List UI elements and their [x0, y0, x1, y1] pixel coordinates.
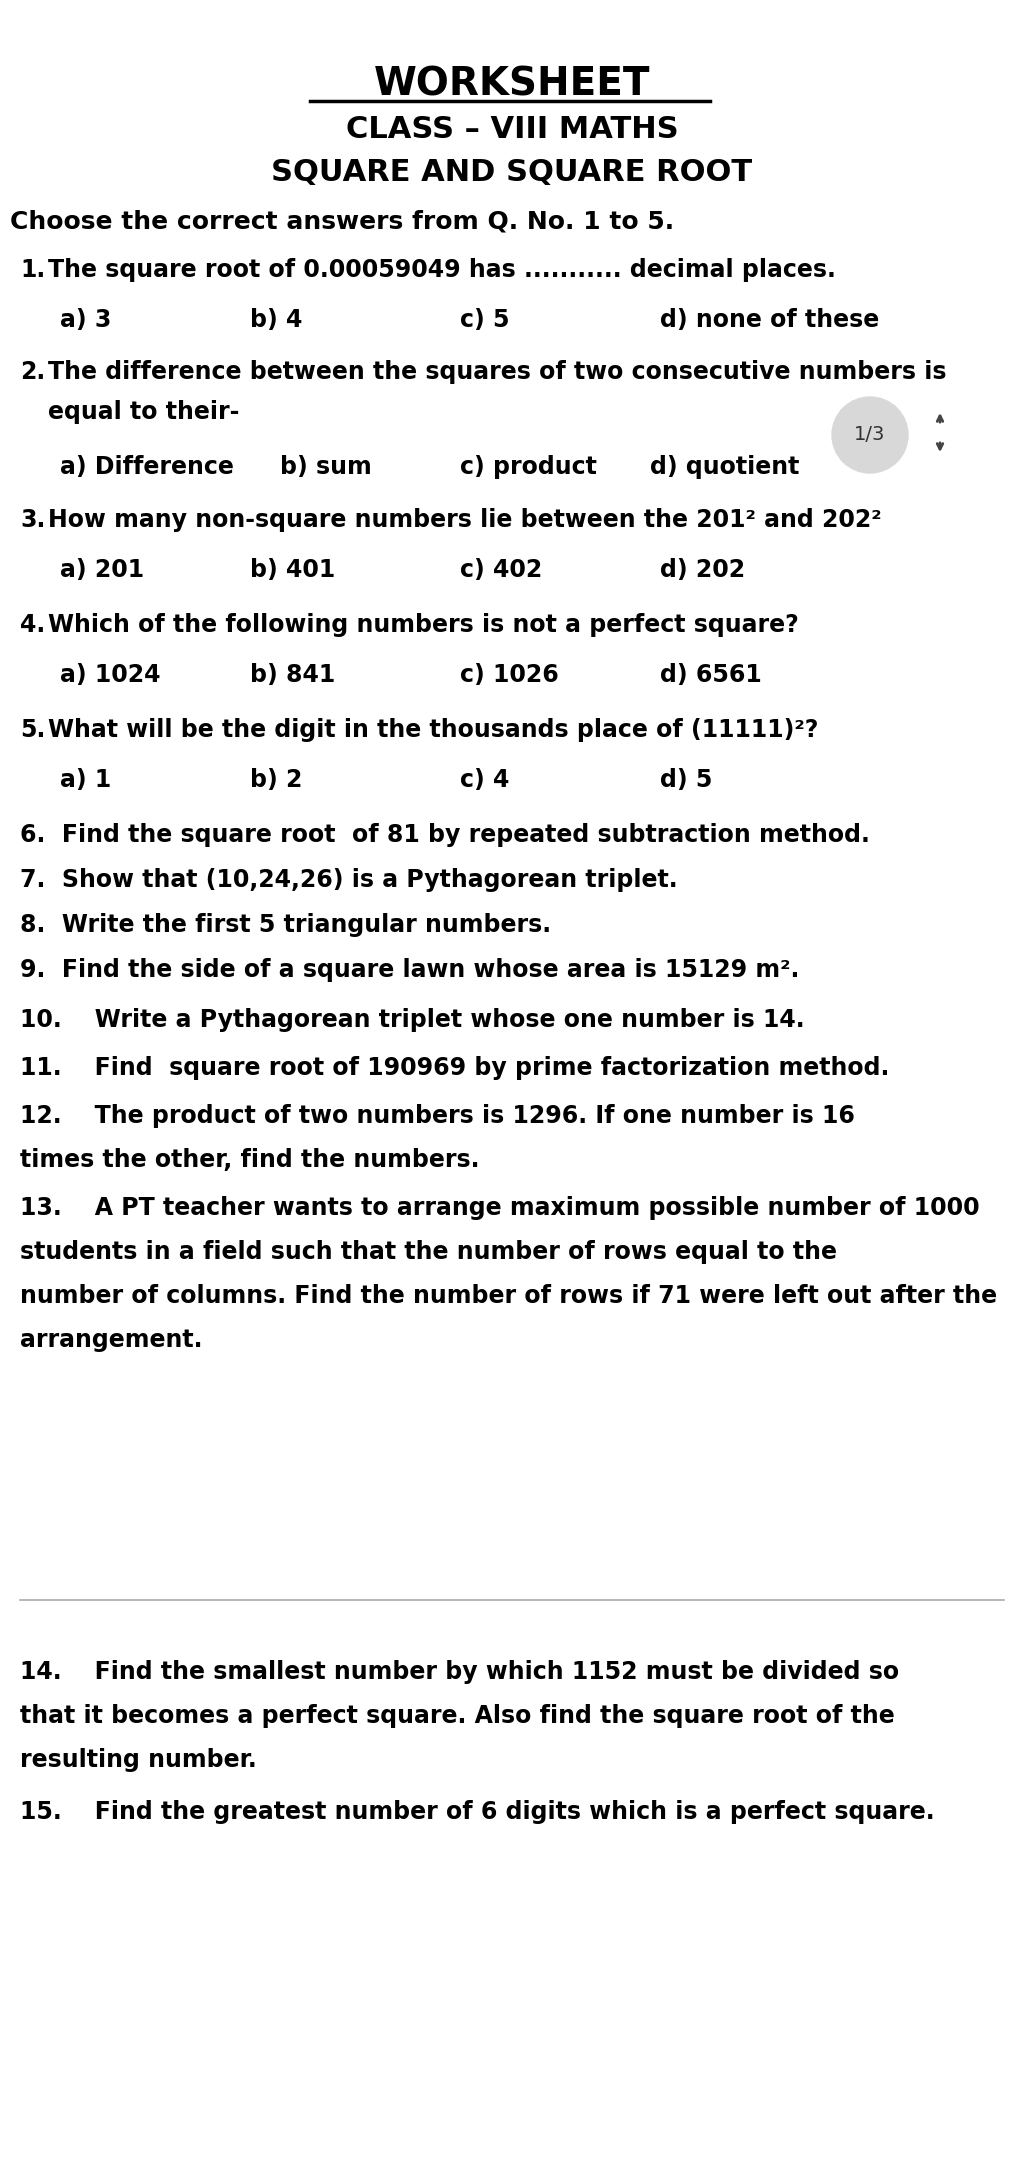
- Text: c) 5: c) 5: [460, 309, 510, 333]
- Text: b) sum: b) sum: [280, 456, 372, 480]
- Text: c) 402: c) 402: [460, 558, 543, 581]
- Text: The square root of 0.00059049 has ........... decimal places.: The square root of 0.00059049 has ......…: [48, 257, 836, 281]
- Text: d) none of these: d) none of these: [660, 309, 880, 333]
- Text: number of columns. Find the number of rows if 71 were left out after the: number of columns. Find the number of ro…: [20, 1284, 997, 1307]
- Text: d) quotient: d) quotient: [650, 456, 800, 480]
- Text: 10.    Write a Pythagorean triplet whose one number is 14.: 10. Write a Pythagorean triplet whose on…: [20, 1007, 805, 1033]
- Text: Choose the correct answers from Q. No. 1 to 5.: Choose the correct answers from Q. No. 1…: [10, 210, 674, 233]
- Text: equal to their-: equal to their-: [48, 400, 240, 424]
- Text: c) 4: c) 4: [460, 767, 509, 791]
- Text: 2.: 2.: [20, 361, 45, 385]
- Text: 12.    The product of two numbers is 1296. If one number is 16: 12. The product of two numbers is 1296. …: [20, 1104, 855, 1128]
- Text: resulting number.: resulting number.: [20, 1748, 257, 1772]
- Text: arrangement.: arrangement.: [20, 1329, 203, 1353]
- Text: 9.  Find the side of a square lawn whose area is 15129 m².: 9. Find the side of a square lawn whose …: [20, 957, 800, 981]
- Text: WORKSHEET: WORKSHEET: [374, 65, 650, 104]
- Text: b) 4: b) 4: [250, 309, 302, 333]
- Text: d) 6561: d) 6561: [660, 663, 762, 687]
- Text: a) 3: a) 3: [60, 309, 112, 333]
- Text: a) Difference: a) Difference: [60, 456, 233, 480]
- Text: c) product: c) product: [460, 456, 597, 480]
- Text: SQUARE AND SQUARE ROOT: SQUARE AND SQUARE ROOT: [271, 158, 753, 188]
- Text: that it becomes a perfect square. Also find the square root of the: that it becomes a perfect square. Also f…: [20, 1705, 895, 1729]
- Text: b) 841: b) 841: [250, 663, 335, 687]
- Text: 15.    Find the greatest number of 6 digits which is a perfect square.: 15. Find the greatest number of 6 digits…: [20, 1800, 935, 1824]
- Text: What will be the digit in the thousands place of (11111)²?: What will be the digit in the thousands …: [48, 717, 818, 741]
- Text: a) 201: a) 201: [60, 558, 144, 581]
- Text: students in a field such that the number of rows equal to the: students in a field such that the number…: [20, 1240, 837, 1264]
- Text: 8.  Write the first 5 triangular numbers.: 8. Write the first 5 triangular numbers.: [20, 912, 551, 938]
- Text: 11.    Find  square root of 190969 by prime factorization method.: 11. Find square root of 190969 by prime …: [20, 1057, 890, 1080]
- Text: c) 1026: c) 1026: [460, 663, 559, 687]
- Text: d) 202: d) 202: [660, 558, 745, 581]
- Text: 3.: 3.: [20, 508, 45, 532]
- Text: Which of the following numbers is not a perfect square?: Which of the following numbers is not a …: [48, 614, 799, 637]
- Text: b) 2: b) 2: [250, 767, 302, 791]
- Text: a) 1024: a) 1024: [60, 663, 161, 687]
- Text: b) 401: b) 401: [250, 558, 335, 581]
- Text: times the other, find the numbers.: times the other, find the numbers.: [20, 1147, 479, 1171]
- Text: 1.: 1.: [20, 257, 45, 281]
- Text: 14.    Find the smallest number by which 1152 must be divided so: 14. Find the smallest number by which 11…: [20, 1660, 899, 1683]
- Text: 7.  Show that (10,24,26) is a Pythagorean triplet.: 7. Show that (10,24,26) is a Pythagorean…: [20, 869, 678, 892]
- Text: 6.  Find the square root  of 81 by repeated subtraction method.: 6. Find the square root of 81 by repeate…: [20, 823, 869, 847]
- Text: CLASS – VIII MATHS: CLASS – VIII MATHS: [346, 115, 678, 145]
- Text: 4.: 4.: [20, 614, 45, 637]
- Circle shape: [831, 398, 908, 473]
- Text: The difference between the squares of two consecutive numbers is: The difference between the squares of tw…: [48, 361, 946, 385]
- Text: a) 1: a) 1: [60, 767, 112, 791]
- Text: d) 5: d) 5: [660, 767, 713, 791]
- Text: 13.    A PT teacher wants to arrange maximum possible number of 1000: 13. A PT teacher wants to arrange maximu…: [20, 1195, 980, 1221]
- Text: 1/3: 1/3: [854, 426, 886, 445]
- Text: How many non-square numbers lie between the 201² and 202²: How many non-square numbers lie between …: [48, 508, 882, 532]
- Text: 5.: 5.: [20, 717, 45, 741]
